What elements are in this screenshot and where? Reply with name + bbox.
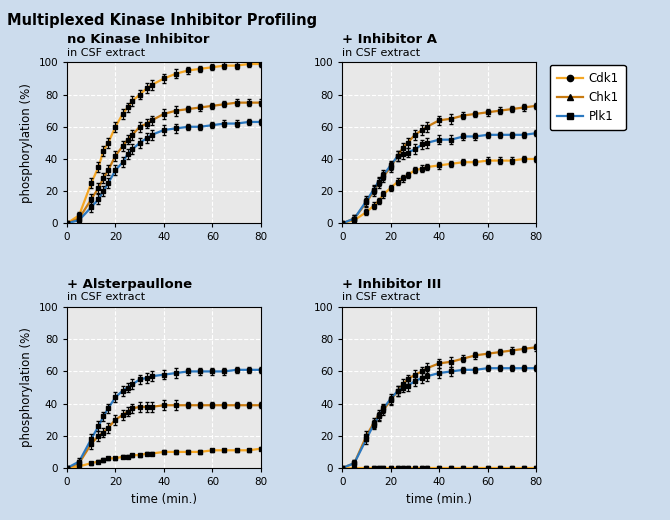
Y-axis label: phosphorylation (%): phosphorylation (%) (20, 83, 33, 203)
Text: no Kinase Inhibitor: no Kinase Inhibitor (67, 33, 210, 46)
Text: in CSF extract: in CSF extract (342, 47, 420, 58)
Text: in CSF extract: in CSF extract (67, 47, 145, 58)
Text: + Alsterpaullone: + Alsterpaullone (67, 278, 192, 291)
X-axis label: time (min.): time (min.) (131, 492, 197, 505)
Text: in CSF extract: in CSF extract (67, 292, 145, 302)
Text: in CSF extract: in CSF extract (342, 292, 420, 302)
Y-axis label: phosphorylation (%): phosphorylation (%) (20, 328, 33, 448)
X-axis label: time (min.): time (min.) (406, 492, 472, 505)
Text: Multiplexed Kinase Inhibitor Profiling: Multiplexed Kinase Inhibitor Profiling (7, 13, 317, 28)
Legend: Cdk1, Chk1, Plk1: Cdk1, Chk1, Plk1 (549, 65, 626, 130)
Text: + Inhibitor III: + Inhibitor III (342, 278, 442, 291)
Text: + Inhibitor A: + Inhibitor A (342, 33, 438, 46)
